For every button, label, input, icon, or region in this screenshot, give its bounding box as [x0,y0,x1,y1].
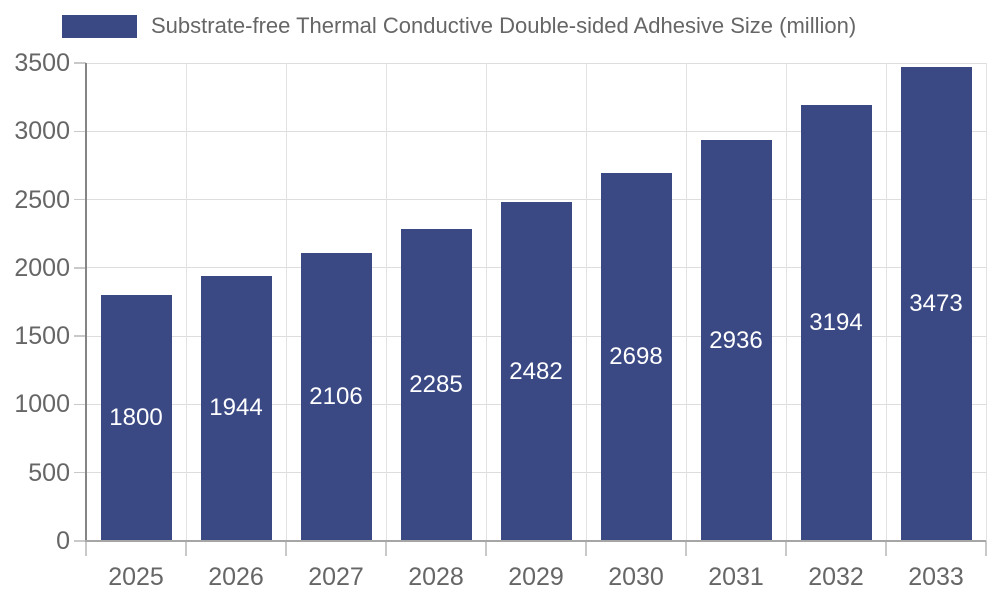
bar [700,140,772,541]
x-gridline [985,63,987,541]
x-axis-label: 2031 [708,563,764,591]
y-axis-label: 500 [28,458,70,487]
x-gridline [585,63,587,541]
x-tick [585,541,587,556]
y-tick [74,471,86,474]
x-axis-label: 2029 [508,563,564,591]
y-axis-label: 3000 [14,117,70,146]
bar [800,104,872,541]
x-gridline [785,63,787,541]
x-tick [885,541,887,556]
bar [400,228,472,541]
y-axis-label: 1500 [14,322,70,351]
x-axis-label: 2025 [108,563,164,591]
x-gridline [685,63,687,541]
x-tick [285,541,287,556]
bar [100,295,172,541]
bar [900,66,972,541]
y-tick [74,130,86,133]
bar-value-label: 2285 [409,370,463,398]
x-gridline [485,63,487,541]
x-axis-label: 2028 [408,563,464,591]
bar-value-label: 2936 [709,326,763,354]
x-tick [785,541,787,556]
y-axis-label: 3500 [14,49,70,77]
x-gridline [185,63,187,541]
legend-label: Substrate-free Thermal Conductive Double… [151,13,857,38]
bar [600,172,672,541]
y-gridline [86,130,986,132]
bar [200,275,272,541]
bar-value-label: 2698 [609,342,663,370]
x-axis-label: 2032 [808,563,864,591]
x-axis-label: 2033 [908,563,964,591]
x-gridline [885,63,887,541]
y-axis-line [85,63,87,542]
bar-value-label: 1800 [109,404,163,432]
bar [300,253,372,541]
x-axis-label: 2030 [608,563,664,591]
y-tick [74,403,86,406]
x-tick [485,541,487,556]
y-tick [74,267,86,269]
x-axis-label: 2026 [208,563,264,591]
legend-swatch-icon [62,14,137,38]
x-gridline [385,63,387,541]
bar-value-label: 2106 [309,383,363,411]
x-gridline [285,63,287,541]
legend[interactable]: Substrate-free Thermal Conductive Double… [62,12,856,40]
y-tick [74,62,86,64]
y-gridline [86,62,986,64]
x-tick [85,541,87,556]
x-tick [185,541,187,556]
y-tick [74,540,86,542]
bar [500,202,572,541]
y-axis-label: 0 [56,527,70,555]
x-tick [685,541,687,556]
y-tick [74,198,86,201]
y-axis-label: 2500 [14,185,70,214]
y-gridline [86,199,986,201]
bar-value-label: 3194 [809,308,863,336]
x-axis-line [85,540,986,542]
y-axis-label: 2000 [14,253,70,282]
y-axis-label: 1000 [14,390,70,419]
x-axis-label: 2027 [308,563,364,591]
y-tick [74,335,86,337]
bar-value-label: 3473 [909,289,963,317]
x-tick [385,541,387,556]
bar-value-label: 2482 [509,357,563,385]
x-tick [985,541,987,556]
bar-value-label: 1944 [209,394,263,422]
